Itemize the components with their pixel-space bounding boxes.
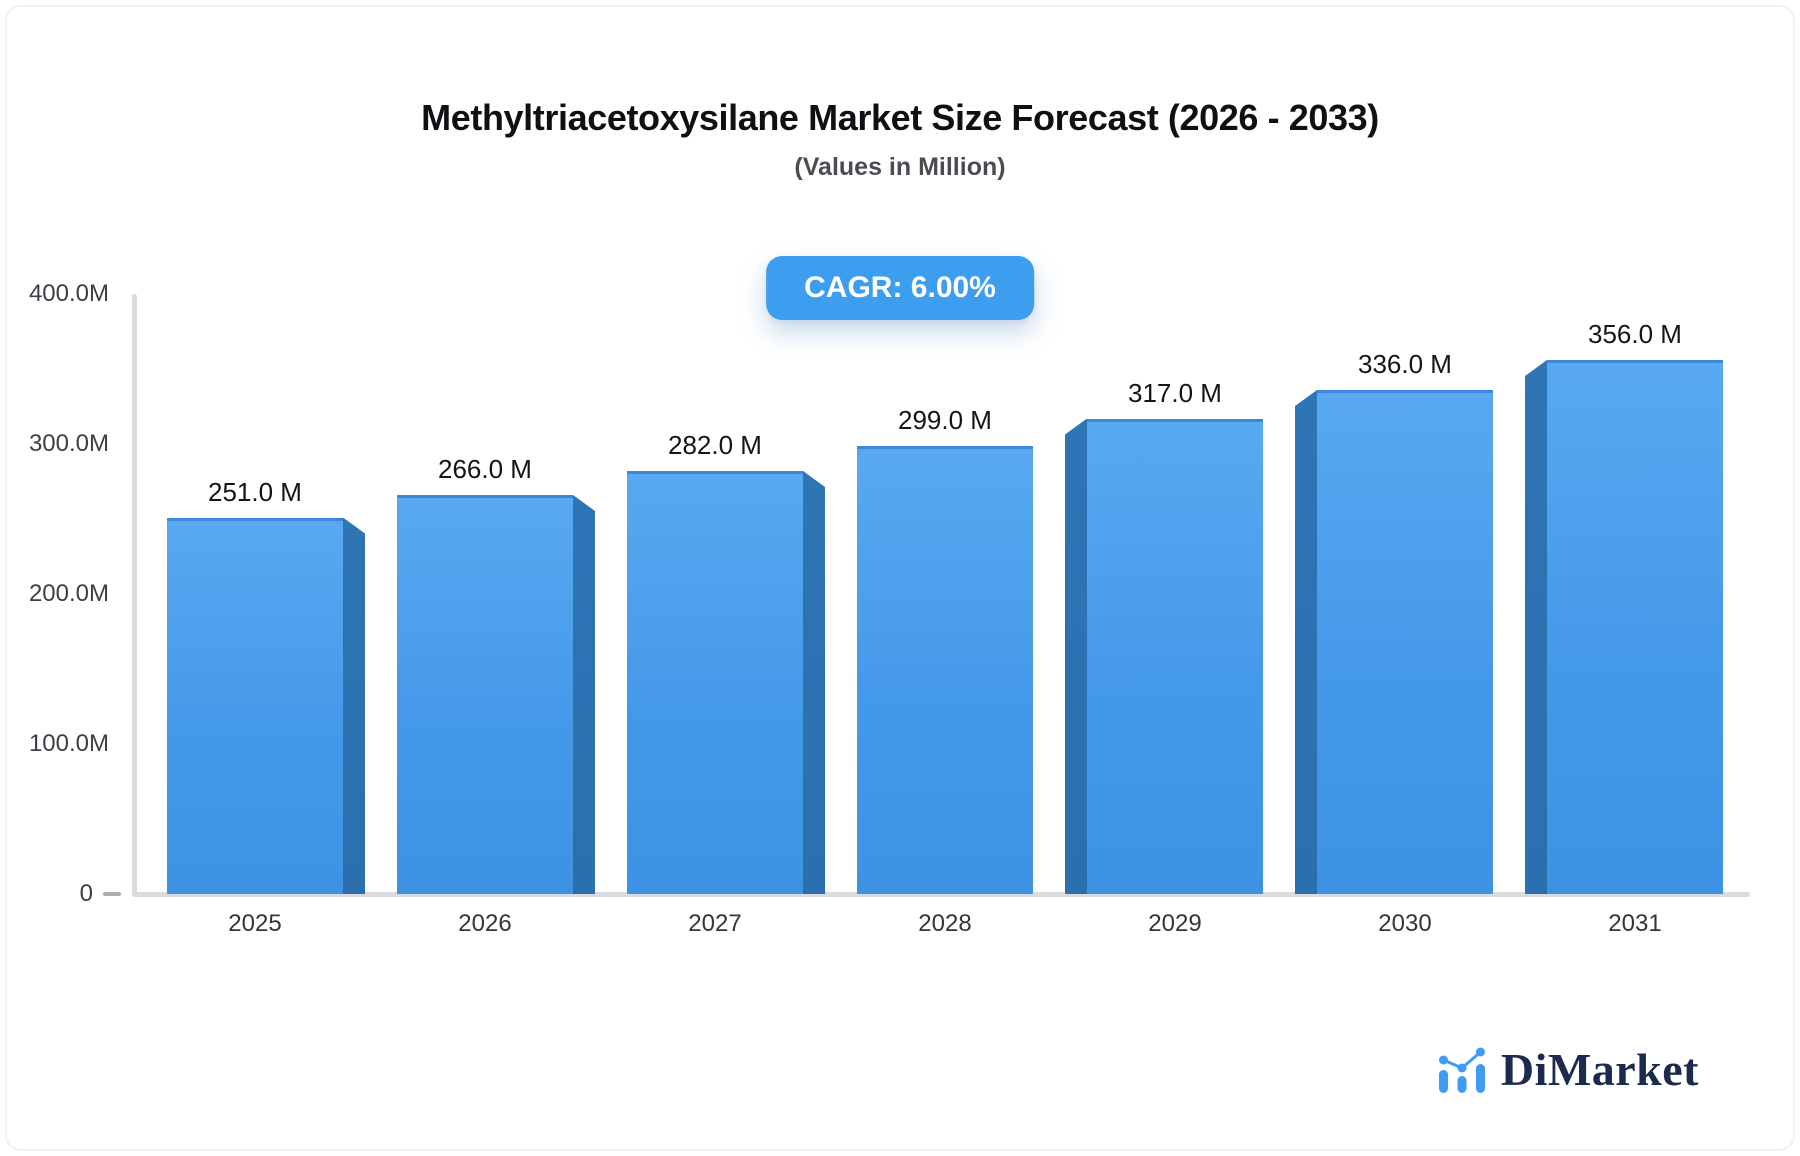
bar-value-label-2031: 356.0 M (1588, 319, 1682, 349)
x-tick-label-2026: 2026 (458, 910, 512, 937)
bar-side-2031 (1525, 360, 1547, 894)
title-block: Methyltriacetoxysilane Market Size Forec… (7, 97, 1793, 182)
y-tick-label: 200.0M (28, 580, 109, 607)
dimarket-logo: DiMarket (1435, 1043, 1699, 1097)
bar-2025 (167, 517, 343, 894)
bar-chart: 400.0M 300.0M 200.0M 100.0M 0 251.0 M 2025 266.… (7, 7, 1793, 1149)
x-tick-label-2025: 2025 (228, 910, 282, 937)
bar-value-label-2028: 299.0 M (898, 404, 992, 435)
y-tick-label: 300.0M (28, 430, 109, 457)
bar-2028 (857, 445, 1033, 894)
chart-title: Methyltriacetoxysilane Market Size Forec… (421, 97, 1379, 138)
bar-2030 (1317, 390, 1493, 894)
cagr-badge: CAGR: 6.00% (766, 256, 1034, 320)
y-tick-label: 0 (79, 880, 93, 907)
bar-side-2026 (573, 495, 595, 894)
bar-value-label-2027: 282.0 M (668, 430, 762, 460)
bar-2029 (1087, 418, 1263, 894)
x-tick-label-2028: 2028 (918, 910, 972, 937)
bar-chart-logo-icon (1438, 1047, 1485, 1093)
x-axis-line (132, 892, 1750, 897)
x-tick-label-2030: 2030 (1378, 910, 1432, 937)
x-tick-label-2029: 2029 (1148, 910, 1202, 937)
bar-side-2025 (343, 517, 365, 894)
bar-value-label-2025: 251.0 M (208, 476, 302, 507)
bar-side-2029 (1065, 418, 1087, 894)
x-tick-label-2027: 2027 (688, 910, 742, 937)
bar-2027 (627, 471, 803, 894)
chart-card: Methyltriacetoxysilane Market Size Forec… (5, 5, 1795, 1151)
logo-text: DiMarket (1500, 1044, 1699, 1095)
zero-tick-mark (103, 892, 121, 896)
bar-2026 (397, 495, 573, 894)
chart-subtitle: (Values in Million) (794, 153, 1006, 181)
y-tick-label: 400.0M (28, 280, 109, 307)
bar-side-2027 (803, 471, 825, 894)
y-axis-line (132, 294, 137, 894)
bar-2031 (1547, 360, 1723, 894)
bar-value-label-2030: 336.0 M (1358, 349, 1452, 379)
y-tick-label: 100.0M (28, 730, 109, 757)
bar-side-2030 (1295, 390, 1317, 894)
bar-value-label-2029: 317.0 M (1128, 377, 1222, 408)
x-tick-label-2031: 2031 (1608, 910, 1662, 937)
bar-value-label-2026: 266.0 M (438, 454, 532, 484)
